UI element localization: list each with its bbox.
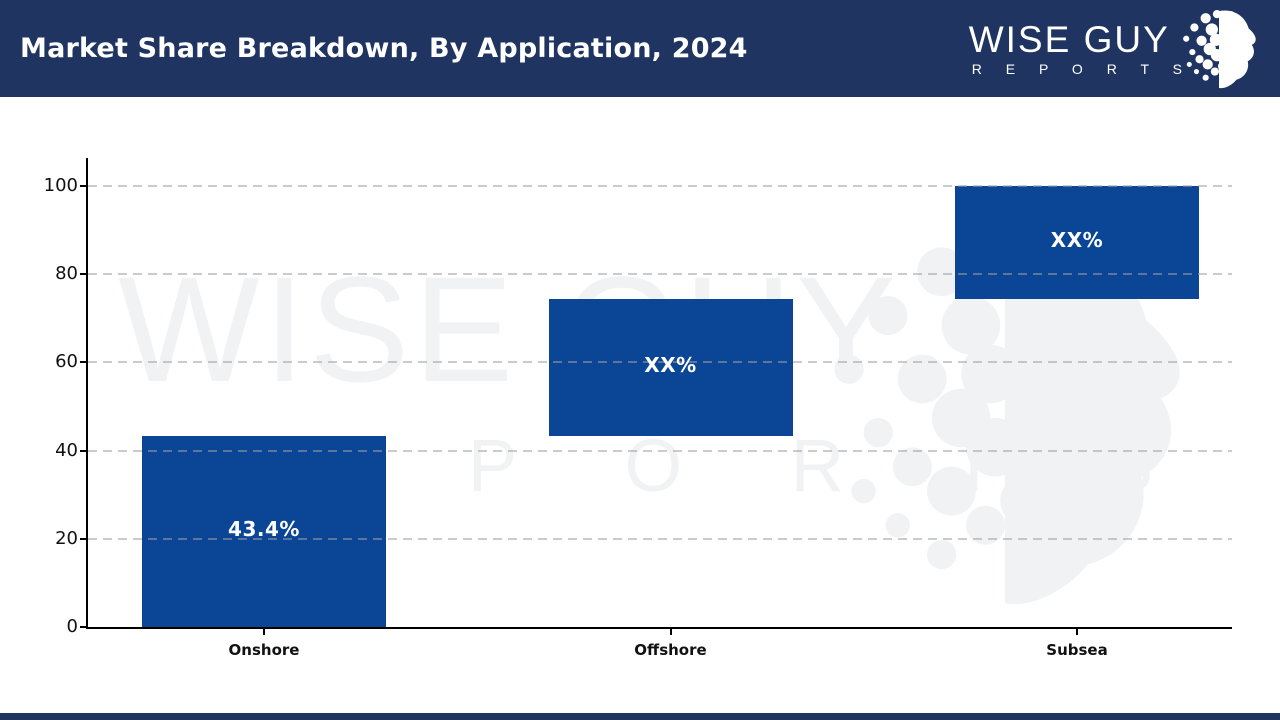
brand-name: WISE GUY bbox=[968, 19, 1170, 60]
gridline-60 bbox=[88, 361, 1232, 364]
y-axis-tick-mark bbox=[80, 626, 88, 628]
bar-onshore bbox=[142, 435, 386, 627]
bar-value-label: XX% bbox=[644, 353, 697, 378]
y-axis-tick-mark bbox=[80, 449, 88, 452]
y-axis-tick-label: 0 bbox=[66, 616, 78, 637]
brand-subtitle: R E P O R T S bbox=[971, 61, 1192, 77]
footer-strip bbox=[0, 713, 1280, 720]
y-axis-tick-mark bbox=[80, 273, 88, 276]
y-axis-tick-label: 20 bbox=[55, 527, 78, 549]
brand-logo: WISE GUY R E P O R T S bbox=[969, 8, 1260, 90]
x-axis-tick-mark bbox=[263, 629, 265, 635]
category-label-onshore: Onshore bbox=[228, 641, 300, 659]
gridline-100 bbox=[88, 185, 1232, 187]
y-axis-tick-label: 40 bbox=[55, 439, 78, 461]
y-axis-tick-label: 100 bbox=[43, 175, 78, 196]
y-axis-tick-mark bbox=[80, 537, 88, 540]
gridline-20 bbox=[88, 537, 1232, 540]
y-axis-tick-label: 60 bbox=[55, 351, 78, 373]
gridline-40 bbox=[88, 449, 1232, 452]
bar-value-label: XX% bbox=[1050, 228, 1104, 253]
category-label-subsea: Subsea bbox=[1046, 641, 1108, 659]
gridline-80 bbox=[88, 273, 1232, 276]
y-axis-line bbox=[86, 158, 88, 629]
brand-logo-text: WISE GUY R E P O R T S bbox=[969, 21, 1192, 76]
dotted-head-logo-icon bbox=[1183, 9, 1256, 88]
x-axis-tick-mark bbox=[669, 629, 672, 635]
bar-offshore bbox=[548, 298, 793, 436]
bar-value-label: 43.4% bbox=[228, 517, 300, 542]
x-axis-tick-mark bbox=[1076, 629, 1078, 635]
x-axis-line bbox=[86, 627, 1232, 629]
y-axis-tick-label: 80 bbox=[55, 263, 78, 285]
y-axis-tick-mark bbox=[80, 361, 88, 364]
header-bar: Market Share Breakdown, By Application, … bbox=[0, 0, 1280, 97]
page-title: Market Share Breakdown, By Application, … bbox=[20, 33, 748, 64]
y-axis-tick-mark bbox=[80, 185, 88, 187]
category-label-offshore: Offshore bbox=[634, 641, 707, 659]
